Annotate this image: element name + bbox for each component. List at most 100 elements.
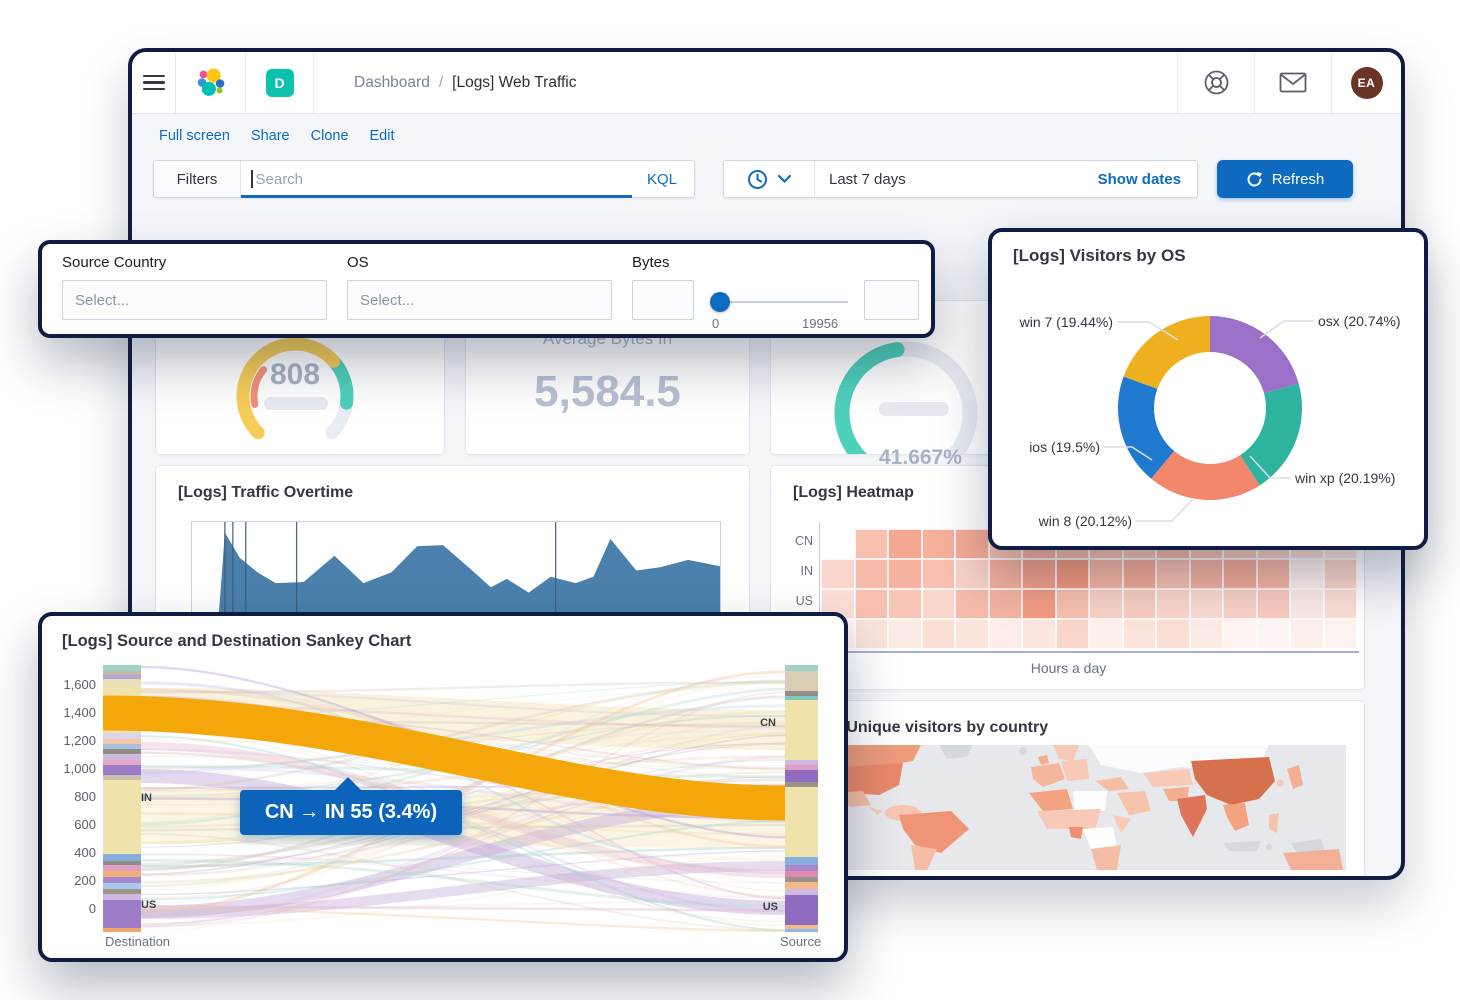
heatmap-cell[interactable] — [1290, 559, 1324, 589]
heatmap-cell[interactable] — [854, 589, 888, 619]
filters-button[interactable]: Filters — [154, 161, 241, 197]
search-placeholder: Search — [255, 170, 304, 188]
heatmap-cell[interactable] — [888, 529, 922, 559]
search-input[interactable]: Search — [241, 161, 630, 197]
donut-segment-win xp[interactable] — [1240, 383, 1302, 486]
bytes-min-input[interactable] — [632, 280, 694, 320]
heatmap-cell[interactable] — [854, 619, 888, 649]
heatmap-cell[interactable] — [854, 559, 888, 589]
time-range-value[interactable]: Last 7 days — [829, 170, 906, 188]
clone-link[interactable]: Clone — [310, 128, 349, 144]
sankey-strand — [140, 743, 786, 876]
heatmap-cell[interactable] — [1323, 619, 1357, 649]
time-picker-quick-menu[interactable] — [724, 161, 815, 197]
menu-button[interactable] — [132, 52, 176, 113]
share-link[interactable]: Share — [250, 128, 290, 144]
heatmap-cell[interactable] — [921, 529, 955, 559]
source-country-select[interactable]: Select... — [62, 280, 327, 320]
filter-controls-card: Source Country Select... OS Select... By… — [38, 240, 935, 338]
donut-segment-ios[interactable] — [1118, 376, 1175, 479]
bytes-slider-track[interactable] — [714, 301, 848, 303]
sankey-strand — [140, 742, 786, 848]
heatmap-cell[interactable] — [1223, 589, 1257, 619]
sankey-strand — [140, 715, 786, 921]
panel-title: [Logs] Traffic Overtime — [178, 484, 354, 501]
heatmap-cell[interactable] — [955, 529, 989, 559]
sankey-flow-band — [140, 742, 786, 878]
heatmap-cell[interactable] — [1089, 619, 1123, 649]
kql-button[interactable]: KQL — [646, 170, 677, 188]
heatmap-cell[interactable] — [955, 589, 989, 619]
heatmap-cell[interactable] — [1022, 619, 1056, 649]
breadcrumb-dashboard[interactable]: Dashboard — [354, 73, 430, 91]
sankey-strand — [140, 675, 786, 905]
heatmap-cell[interactable] — [921, 619, 955, 649]
heatmap-cell[interactable] — [1089, 559, 1123, 589]
heatmap-cell[interactable] — [1156, 619, 1190, 649]
heatmap-cell[interactable] — [1122, 589, 1156, 619]
heatmap-cell[interactable] — [1055, 559, 1089, 589]
heatmap-cell[interactable] — [1122, 619, 1156, 649]
sankey-flow-band — [140, 788, 786, 849]
heatmap-cell[interactable] — [854, 529, 888, 559]
os-donut-chart — [1104, 316, 1314, 522]
heatmap-cell[interactable] — [888, 589, 922, 619]
heatmap-cell[interactable] — [1290, 589, 1324, 619]
heatmap-cell[interactable] — [1189, 589, 1223, 619]
refresh-button[interactable]: Refresh — [1217, 160, 1353, 198]
heatmap-cell[interactable] — [1256, 619, 1290, 649]
sankey-strand — [140, 778, 786, 927]
os-select[interactable]: Select... — [347, 280, 612, 320]
heatmap-cell[interactable] — [1189, 559, 1223, 589]
heatmap-cell[interactable] — [1189, 619, 1223, 649]
bytes-max-input[interactable] — [864, 280, 919, 320]
visitors-by-os-card[interactable]: [Logs] Visitors by OS win 7 (19.44%) osx… — [988, 228, 1428, 550]
notifications-button[interactable] — [1254, 52, 1331, 113]
user-menu[interactable]: EA — [1331, 52, 1401, 113]
donut-segment-win 7[interactable] — [1123, 316, 1210, 389]
heatmap-cell[interactable] — [1323, 589, 1357, 619]
heatmap-cell[interactable] — [821, 529, 855, 559]
heatmap-row-label: US — [795, 594, 813, 608]
heatmap-cell[interactable] — [1223, 559, 1257, 589]
heatmap-cell[interactable] — [1022, 559, 1056, 589]
heatmap-cell[interactable] — [1256, 589, 1290, 619]
show-dates-link[interactable]: Show dates — [1097, 170, 1181, 188]
full-screen-link[interactable]: Full screen — [159, 128, 230, 144]
heatmap-cell[interactable] — [921, 589, 955, 619]
heatmap-cell[interactable] — [888, 559, 922, 589]
space-switcher[interactable]: D — [246, 52, 314, 113]
heatmap-cell[interactable] — [1290, 619, 1324, 649]
heatmap-cell[interactable] — [1122, 559, 1156, 589]
heatmap-cell[interactable] — [1156, 559, 1190, 589]
heatmap-cell[interactable] — [821, 559, 855, 589]
edit-link[interactable]: Edit — [369, 128, 395, 144]
heatmap-row-label: CN — [794, 534, 813, 548]
heatmap-cell[interactable] — [1055, 589, 1089, 619]
help-button[interactable] — [1177, 52, 1254, 113]
heatmap-cell[interactable] — [955, 559, 989, 589]
heatmap-cell[interactable] — [988, 619, 1022, 649]
heatmap-cell[interactable] — [1156, 589, 1190, 619]
heatmap-cell[interactable] — [1323, 559, 1357, 589]
sankey-highlight-flow-cn-in[interactable] — [102, 695, 786, 821]
sankey-chart-card[interactable]: [Logs] Source and Destination Sankey Cha… — [38, 612, 848, 962]
heatmap-cell[interactable] — [988, 559, 1022, 589]
heatmap-cell[interactable] — [888, 619, 922, 649]
sankey-strand — [140, 759, 786, 870]
elastic-logo[interactable] — [176, 52, 246, 113]
visitors-map-panel[interactable]: [Logs] Unique visitors by country — [770, 700, 1365, 876]
heatmap-cell[interactable] — [1223, 619, 1257, 649]
heatmap-cell[interactable] — [1022, 589, 1056, 619]
heatmap-cell[interactable] — [1055, 619, 1089, 649]
donut-segment-win 8[interactable] — [1151, 451, 1260, 500]
heatmap-cell[interactable] — [1089, 589, 1123, 619]
heatmap-cell[interactable] — [955, 619, 989, 649]
donut-segment-osx[interactable] — [1210, 316, 1299, 394]
source-country-label: Source Country — [62, 254, 167, 271]
heatmap-cell[interactable] — [921, 559, 955, 589]
bytes-slider-handle[interactable] — [710, 292, 730, 312]
sankey-strand — [140, 852, 786, 899]
heatmap-cell[interactable] — [988, 589, 1022, 619]
heatmap-cell[interactable] — [1256, 559, 1290, 589]
